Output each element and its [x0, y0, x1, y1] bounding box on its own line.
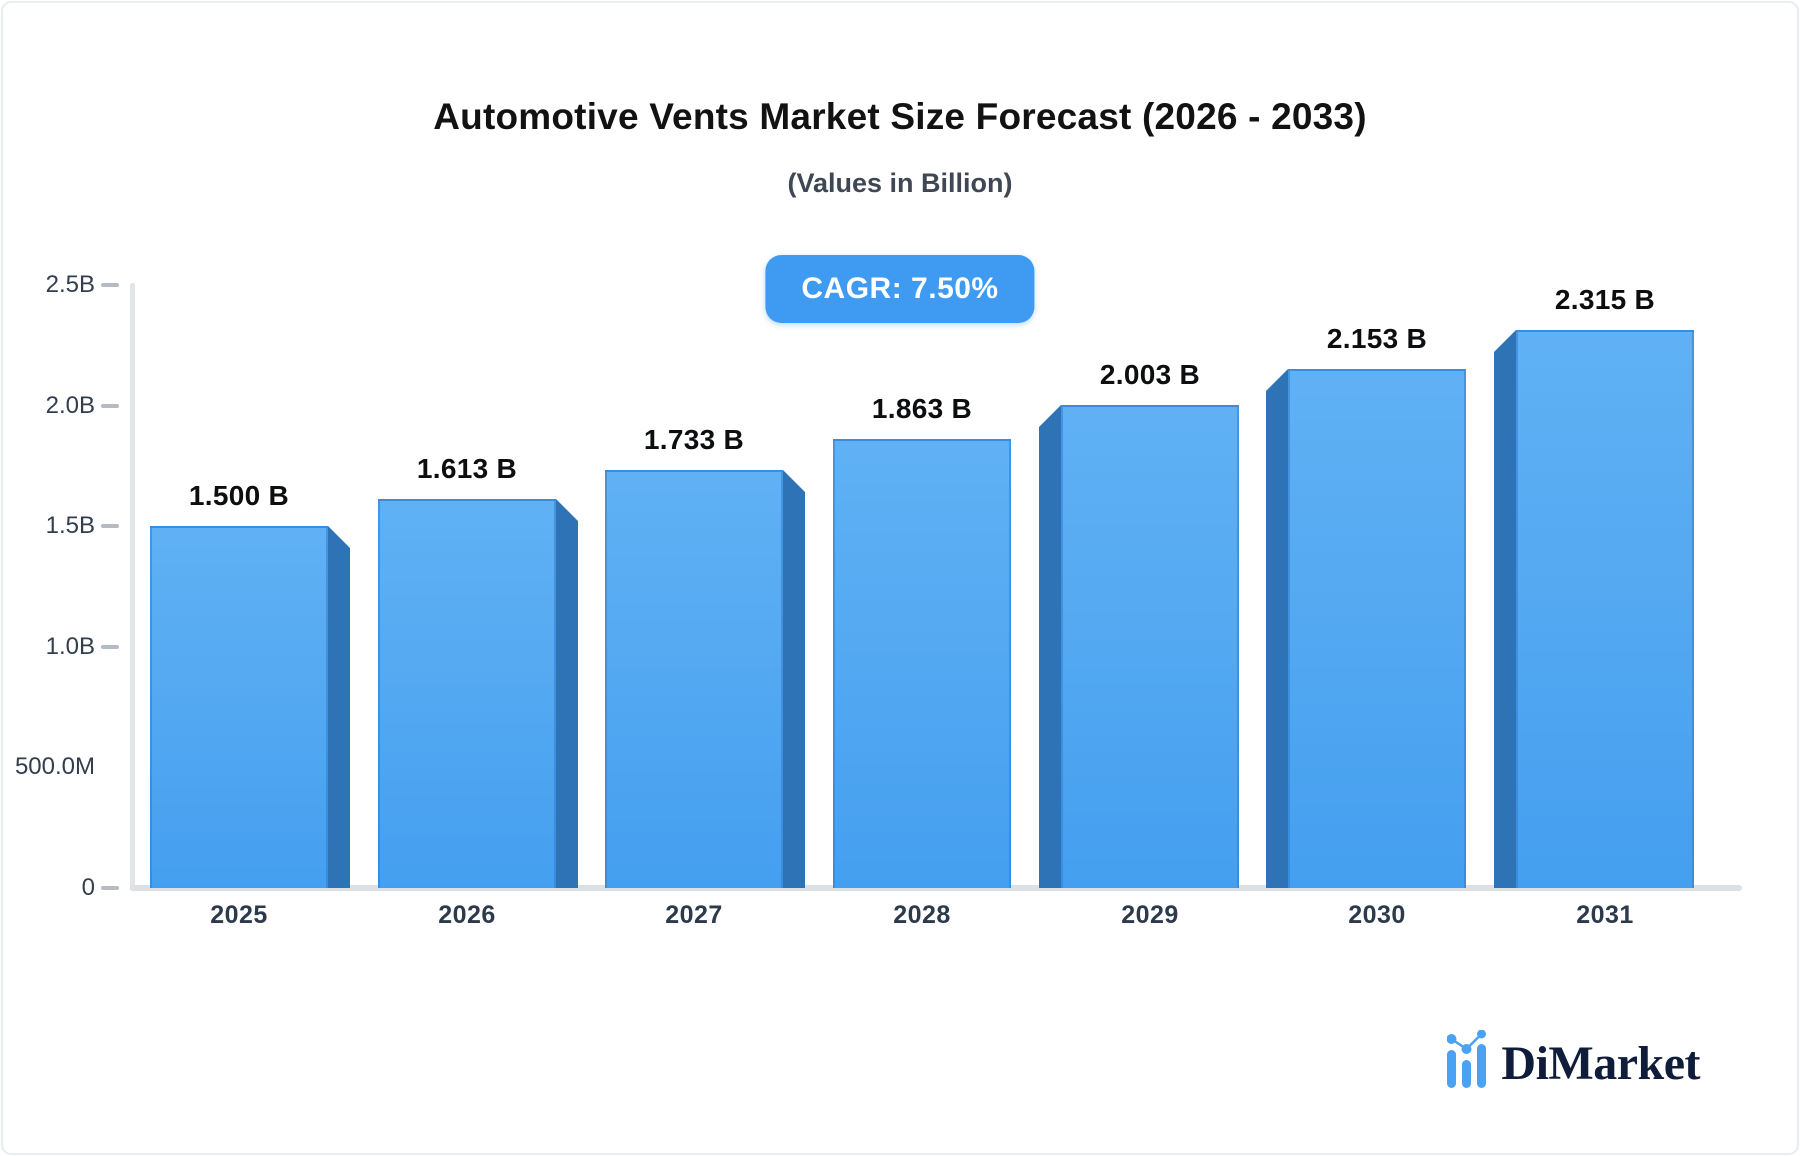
bar-value-label-2027: 1.733 B — [643, 424, 745, 455]
bar-2028 — [833, 439, 1011, 888]
bar-2029 — [1061, 405, 1239, 888]
y-tick-dash — [101, 524, 119, 529]
x-tick-label-2027: 2027 — [665, 901, 723, 929]
x-tick-label-2030: 2030 — [1348, 901, 1406, 929]
cagr-badge: CAGR: 7.50% — [765, 255, 1035, 323]
bar-side-face-2031 — [1494, 330, 1516, 888]
y-tick-dash — [101, 403, 119, 408]
y-tick-dash — [101, 886, 119, 890]
y-tick-label-2.0B: 2.0B — [45, 391, 95, 419]
bar-value-label-2031: 2.315 B — [1554, 284, 1656, 315]
x-tick-label-2029: 2029 — [1121, 901, 1179, 929]
x-tick-label-2028: 2028 — [893, 901, 951, 929]
x-tick-label-2031: 2031 — [1576, 901, 1634, 929]
bar-value-label-2028: 1.863 B — [871, 393, 973, 424]
bar-side-face-2029 — [1039, 405, 1061, 888]
x-axis-line — [130, 885, 1742, 891]
mini-bar-chart-icon — [1447, 1030, 1487, 1088]
bar-value-label-2025: 1.500 B — [188, 480, 290, 511]
bar-2030 — [1288, 369, 1466, 888]
bar-2027 — [605, 470, 783, 888]
bar-2031 — [1516, 330, 1694, 888]
x-tick-label-2025: 2025 — [210, 901, 268, 929]
bar-value-label-2026: 1.613 B — [416, 453, 518, 484]
bar-value-label-2029: 2.003 B — [1099, 359, 1201, 390]
bar-side-face-2025 — [328, 526, 350, 888]
bar-side-face-2030 — [1266, 369, 1288, 888]
bar-side-face-2027 — [783, 470, 805, 888]
logo-text: DiMarket — [1501, 1037, 1700, 1090]
y-tick-dash — [101, 644, 119, 649]
y-tick-dash — [101, 283, 119, 287]
y-axis-line — [130, 283, 135, 891]
y-tick-label-500.0M: 500.0M — [14, 753, 95, 781]
bar-side-face-2026 — [556, 499, 578, 888]
y-tick-label-2.5B: 2.5B — [45, 271, 95, 298]
chart-subtitle: (Values in Billion) — [787, 168, 1013, 198]
y-tick-label-1.5B: 1.5B — [45, 512, 95, 540]
chart-title: Automotive Vents Market Size Forecast (2… — [433, 96, 1367, 137]
bar-2025 — [150, 526, 328, 888]
y-tick-label-1.0B: 1.0B — [45, 632, 95, 660]
dimarket-logo: DiMarket — [1447, 1030, 1700, 1088]
y-tick-label-0: 0 — [81, 874, 95, 901]
x-tick-label-2026: 2026 — [438, 901, 496, 929]
bar-2026 — [378, 499, 556, 888]
bar-value-label-2030: 2.153 B — [1326, 323, 1428, 354]
